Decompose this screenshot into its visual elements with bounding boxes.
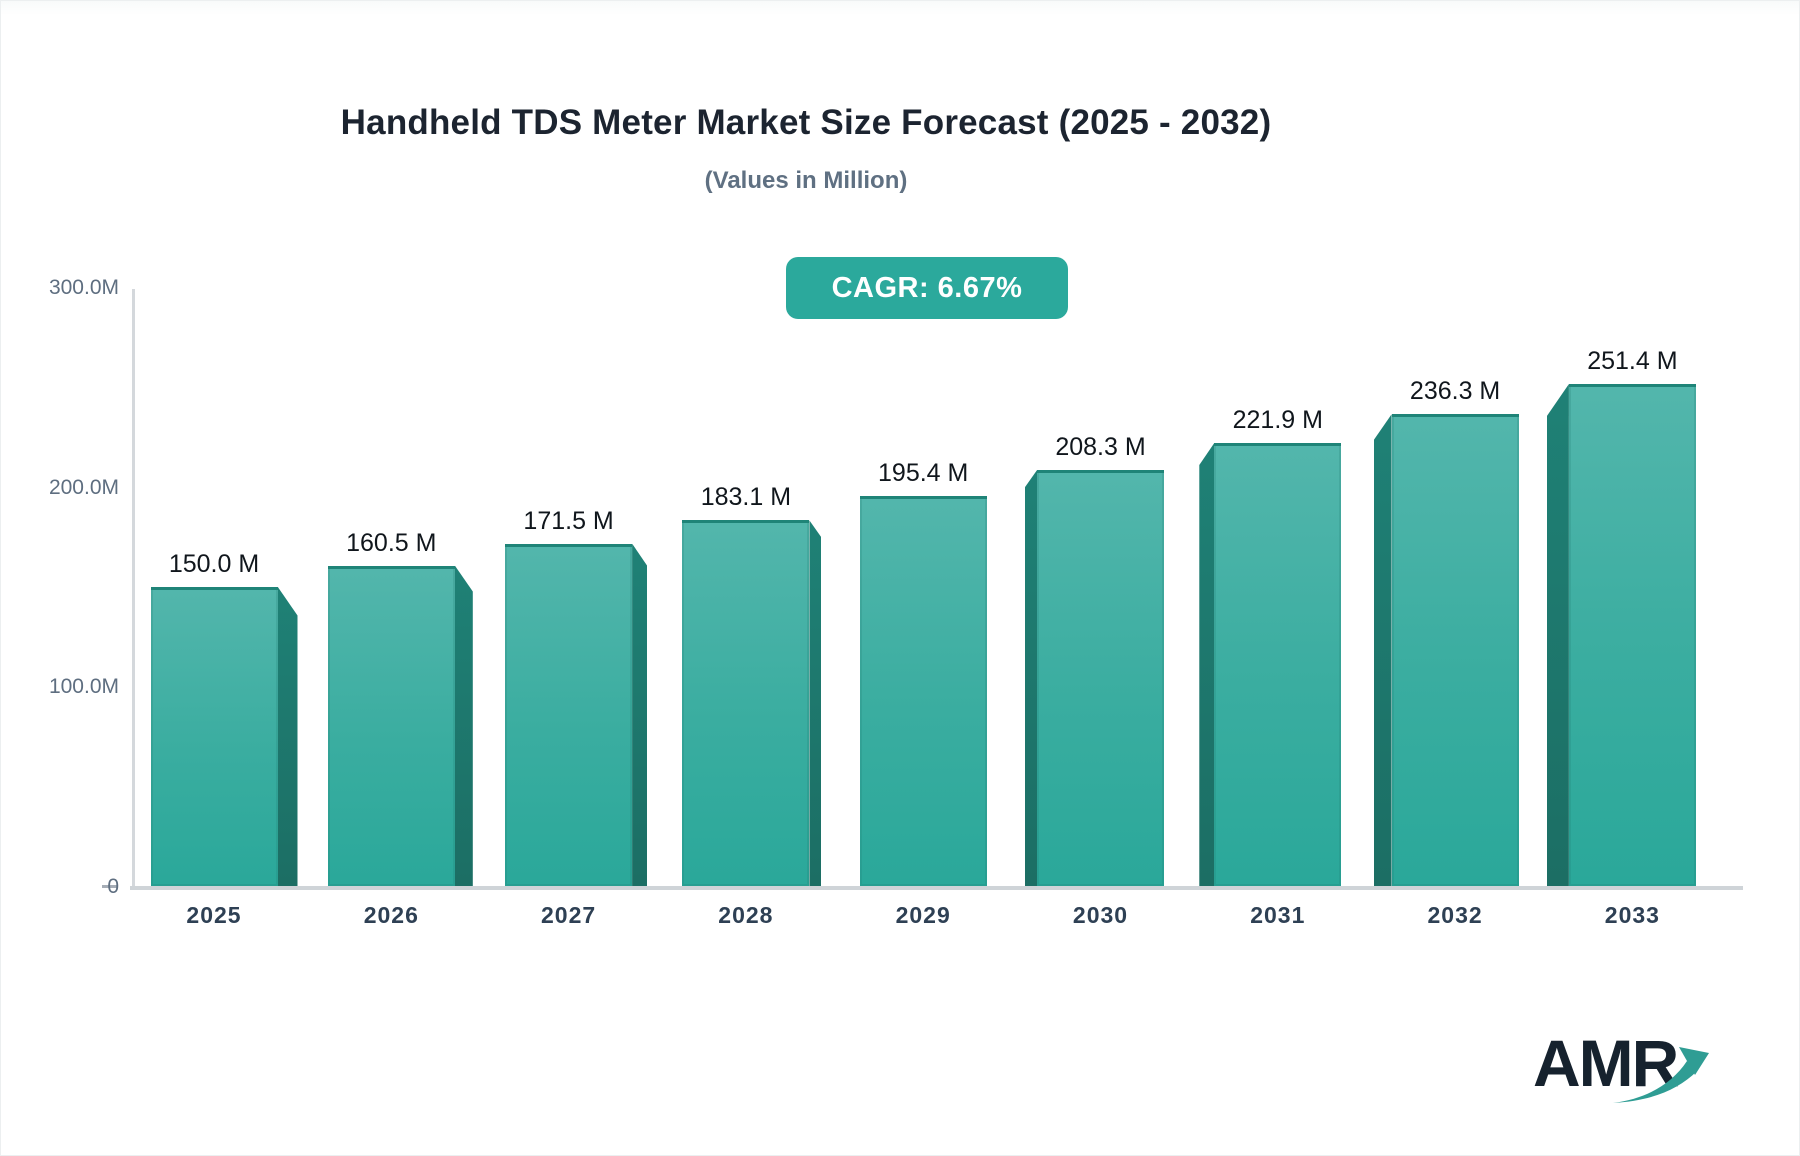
bar-value-label: 208.3 M	[1055, 433, 1146, 462]
bar-2029	[859, 495, 987, 886]
x-axis-tick-label: 2028	[718, 902, 774, 928]
bar-value-label: 251.4 M	[1587, 347, 1678, 376]
x-axis-tick-label: 2025	[186, 902, 242, 928]
bar-2025-side-face	[277, 586, 298, 886]
bar-value-label: 171.5 M	[523, 506, 614, 535]
bar-2028-side-face	[809, 520, 822, 886]
amr-logo: AMR	[1533, 1025, 1733, 1115]
bar-2033	[1568, 384, 1696, 886]
bar-value-label: 236.3 M	[1409, 377, 1501, 406]
x-axis-tick-label: 2027	[541, 902, 597, 928]
bar-2032	[1391, 414, 1519, 886]
bar-2033-side-face	[1546, 384, 1569, 886]
x-axis-tick-label: 2029	[895, 902, 951, 928]
bar-2030-side-face	[1025, 470, 1037, 886]
bar-2030	[1037, 470, 1164, 886]
bar-2026-side-face	[454, 565, 473, 886]
cagr-badge: CAGR: 6.67%	[786, 257, 1068, 319]
bar-value-label: 160.5 M	[346, 528, 437, 557]
chart-subtitle: (Values in Million)	[704, 167, 908, 194]
bar-2031	[1214, 442, 1342, 886]
x-axis-tick-label: 2032	[1427, 902, 1483, 928]
y-axis-tick-label: 0	[107, 875, 119, 898]
y-axis-tick-label: 300.0M	[48, 276, 119, 299]
bar-2025	[150, 586, 278, 886]
bar-value-label: 150.0 M	[168, 549, 260, 578]
x-axis-tick-label: 2026	[363, 902, 419, 928]
x-axis-tick-label: 2031	[1250, 902, 1306, 928]
bar-value-label: 195.4 M	[878, 458, 969, 487]
zero-tick-mark	[102, 885, 118, 888]
growth-arrow-icon	[1613, 1047, 1709, 1103]
chart-title: Handheld TDS Meter Market Size Forecast …	[340, 103, 1272, 142]
bar-value-label: 183.1 M	[700, 483, 792, 512]
bar-2028	[682, 520, 810, 886]
x-axis-tick-label: 2030	[1072, 902, 1129, 928]
amr-logo-text: AMR	[1533, 1026, 1679, 1100]
bar-2026	[327, 565, 455, 886]
bar-2032-side-face	[1373, 414, 1392, 886]
y-axis-tick-label: 200.0M	[48, 475, 119, 499]
bar-2027-side-face	[632, 543, 648, 886]
y-axis-line	[132, 289, 135, 889]
x-axis-line	[130, 886, 1743, 890]
x-axis-tick-label: 2033	[1604, 902, 1660, 928]
y-axis-tick-label: 100.0M	[48, 675, 119, 699]
bar-2027	[505, 543, 633, 886]
bar-2031-side-face	[1199, 442, 1215, 886]
bar-value-label: 221.9 M	[1232, 405, 1323, 434]
